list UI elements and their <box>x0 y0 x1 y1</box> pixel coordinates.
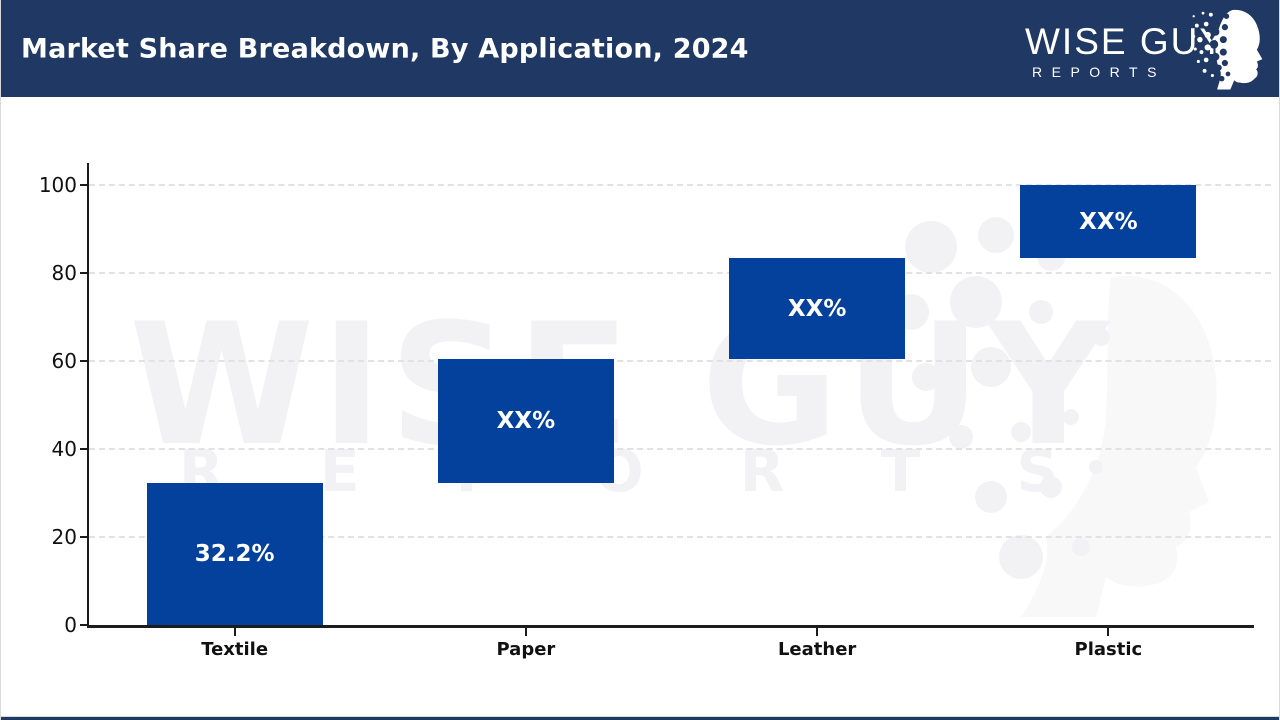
page-title: Market Share Breakdown, By Application, … <box>21 33 749 64</box>
brand-head-icon <box>1192 9 1263 90</box>
x-axis-line <box>87 625 1254 628</box>
y-tick-40 <box>80 448 89 450</box>
y-tick-label-20: 20 <box>51 525 77 549</box>
y-tick-80 <box>80 272 89 274</box>
bar-value-label-plastic: XX% <box>1079 208 1138 235</box>
bar-plastic: XX% <box>1020 185 1197 259</box>
x-tick-leather <box>816 628 819 636</box>
bar-textile: 32.2% <box>146 483 323 625</box>
bottom-divider-line <box>1 716 1279 717</box>
y-tick-label-60: 60 <box>51 349 77 373</box>
bar-value-label-paper: XX% <box>496 408 556 435</box>
x-tick-textile <box>233 628 236 636</box>
plot-area: 0 20 40 60 80 100 32.2% Textile XX% Paper XX% Leath… <box>1 97 1279 717</box>
gridline-20 <box>89 536 1271 538</box>
y-tick-label-0: 0 <box>64 613 77 637</box>
bar-value-label-textile: 32.2% <box>194 541 275 568</box>
bar-paper: XX% <box>437 359 614 484</box>
brand-logo-wordmark: WISE GUY <box>1025 21 1227 62</box>
x-tick-plastic <box>1107 628 1110 636</box>
brand-logo: WISE GUY REPORTS <box>1007 4 1267 94</box>
y-tick-label-40: 40 <box>51 437 77 461</box>
y-axis-line <box>87 163 89 627</box>
bar-leather: XX% <box>729 258 906 360</box>
gridline-80 <box>89 272 1271 274</box>
watermark-text-line1: WISE GUY <box>129 287 1116 483</box>
y-tick-20 <box>80 536 89 538</box>
gridline-100 <box>89 184 1271 186</box>
x-tick-paper <box>524 628 527 636</box>
bar-value-label-leather: XX% <box>787 295 847 322</box>
y-tick-label-80: 80 <box>51 261 77 285</box>
brand-logo-subtext: REPORTS <box>1032 64 1166 80</box>
x-category-label-leather: Leather <box>777 639 857 660</box>
gridline-40 <box>89 448 1271 450</box>
y-tick-0 <box>80 624 89 626</box>
x-category-label-plastic: Plastic <box>1074 639 1143 660</box>
header-bar: Market Share Breakdown, By Application, … <box>1 0 1279 97</box>
footer-accent-strip <box>1 717 1279 720</box>
y-tick-label-100: 100 <box>38 173 77 197</box>
gridline-60 <box>89 360 1271 362</box>
y-tick-60 <box>80 360 89 362</box>
x-category-label-textile: Textile <box>201 639 269 660</box>
x-category-label-paper: Paper <box>496 639 556 660</box>
y-tick-100 <box>80 184 89 186</box>
